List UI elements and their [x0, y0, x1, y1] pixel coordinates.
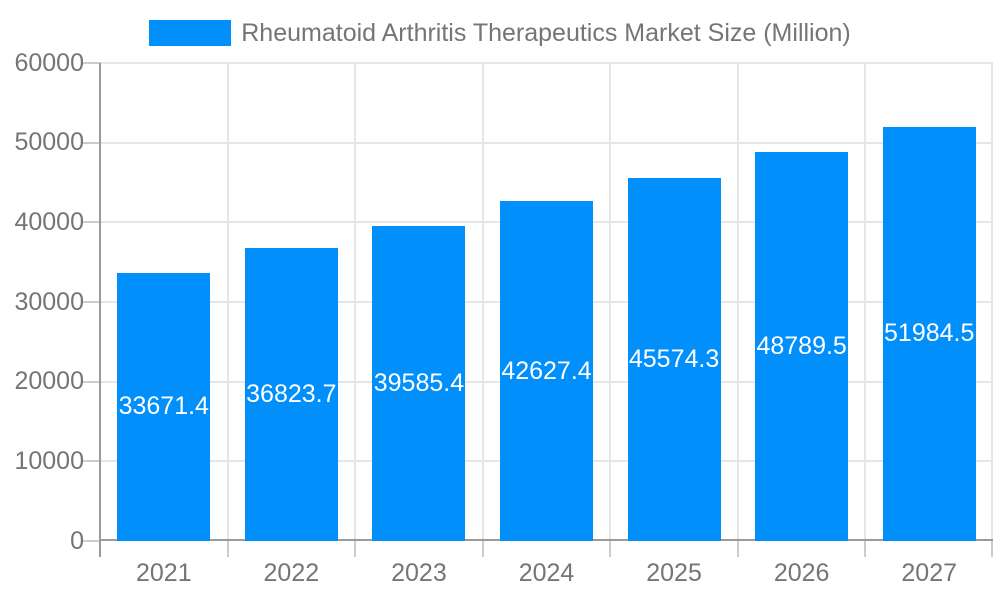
x-gridline — [354, 63, 357, 541]
x-axis-tick — [354, 541, 357, 557]
x-axis-tick-label: 2023 — [391, 559, 447, 587]
y-axis-tick — [82, 221, 100, 224]
y-axis-tick-label: 40000 — [14, 207, 84, 236]
bar-value-label: 33671.4 — [118, 392, 209, 421]
x-gridline — [226, 63, 229, 541]
legend-swatch-icon — [149, 20, 232, 46]
x-axis-tick — [609, 541, 612, 557]
chart-legend: Rheumatoid Arthritis Therapeutics Market… — [0, 17, 1000, 49]
legend-label: Rheumatoid Arthritis Therapeutics Market… — [241, 18, 851, 47]
bar: 39585.4 — [372, 225, 466, 541]
y-axis-tick — [82, 380, 100, 383]
y-axis-tick-label: 30000 — [14, 287, 84, 316]
y-axis-tick-label: 20000 — [14, 367, 84, 396]
plot-area: 0 10000 20000 30000 40000 50000 60000 33671.4 20… — [14, 50, 993, 587]
bar: 45574.3 — [627, 177, 721, 541]
y-axis-tick — [82, 62, 100, 64]
x-axis-tick — [864, 541, 867, 557]
x-axis-tick-label: 2021 — [135, 559, 192, 587]
y-axis-tick — [82, 141, 100, 144]
bar-value-label: 42627.4 — [501, 356, 592, 385]
x-axis-tick — [736, 541, 739, 557]
x-gridline — [736, 63, 739, 541]
y-axis-line — [99, 63, 101, 541]
bar: 48789.5 — [755, 152, 849, 541]
bar-value-label: 51984.5 — [884, 319, 975, 348]
bar: 33671.4 — [117, 272, 211, 541]
y-gridline — [100, 62, 993, 64]
y-axis-tick — [82, 540, 100, 542]
x-axis-tick — [481, 541, 484, 557]
y-axis-tick-label: 10000 — [14, 446, 84, 475]
y-axis-tick-label: 60000 — [14, 48, 84, 77]
y-axis-tick-label: 0 — [70, 526, 84, 555]
x-gridline — [991, 63, 993, 541]
bar-value-label: 39585.4 — [373, 368, 465, 397]
x-gridline — [864, 63, 867, 541]
y-gridline — [100, 141, 993, 144]
bar: 51984.5 — [882, 126, 976, 541]
x-gridline — [481, 63, 484, 541]
y-axis-tick — [82, 301, 100, 303]
x-axis-tick-label: 2024 — [518, 559, 575, 587]
bar: 36823.7 — [244, 247, 338, 541]
x-axis-tick — [226, 541, 229, 557]
x-axis-tick-label: 2026 — [773, 559, 830, 587]
x-axis-tick-label: 2022 — [263, 559, 320, 587]
x-axis-tick — [99, 541, 101, 557]
x-gridline — [609, 63, 612, 541]
y-axis-tick-label: 50000 — [14, 128, 84, 157]
x-axis-tick-label: 2025 — [646, 559, 702, 587]
x-axis-tick-label: 2027 — [901, 559, 958, 587]
bar-value-label: 36823.7 — [246, 379, 337, 408]
bar-value-label: 48789.5 — [756, 332, 847, 361]
bar: 42627.4 — [500, 201, 593, 541]
y-axis-tick — [82, 460, 100, 463]
bar-value-label: 45574.3 — [628, 344, 720, 373]
x-axis-tick — [991, 541, 993, 557]
